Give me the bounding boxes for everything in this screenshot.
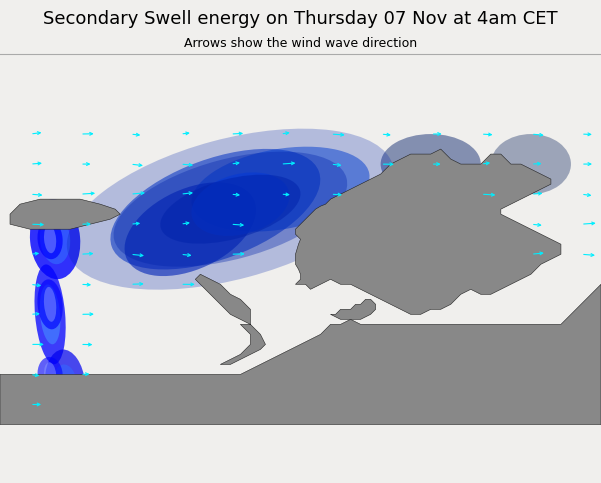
- Ellipse shape: [40, 284, 60, 344]
- Ellipse shape: [160, 175, 300, 244]
- Ellipse shape: [67, 128, 394, 290]
- Ellipse shape: [30, 199, 81, 279]
- Ellipse shape: [191, 147, 370, 231]
- Ellipse shape: [491, 134, 571, 194]
- Ellipse shape: [45, 350, 85, 419]
- Ellipse shape: [44, 287, 56, 322]
- Ellipse shape: [34, 264, 66, 364]
- Text: Arrows show the wind wave direction: Arrows show the wind wave direction: [184, 37, 417, 50]
- Ellipse shape: [191, 172, 290, 236]
- Ellipse shape: [37, 357, 63, 392]
- Ellipse shape: [44, 362, 56, 387]
- Ellipse shape: [44, 225, 56, 253]
- Ellipse shape: [53, 365, 77, 404]
- Ellipse shape: [114, 152, 347, 267]
- Ellipse shape: [380, 134, 481, 194]
- Ellipse shape: [40, 214, 70, 264]
- Ellipse shape: [111, 149, 320, 270]
- Ellipse shape: [124, 183, 256, 276]
- Ellipse shape: [37, 219, 63, 259]
- Text: Secondary Swell energy on Thursday 07 Nov at 4am CET: Secondary Swell energy on Thursday 07 No…: [43, 10, 558, 28]
- Ellipse shape: [37, 279, 63, 329]
